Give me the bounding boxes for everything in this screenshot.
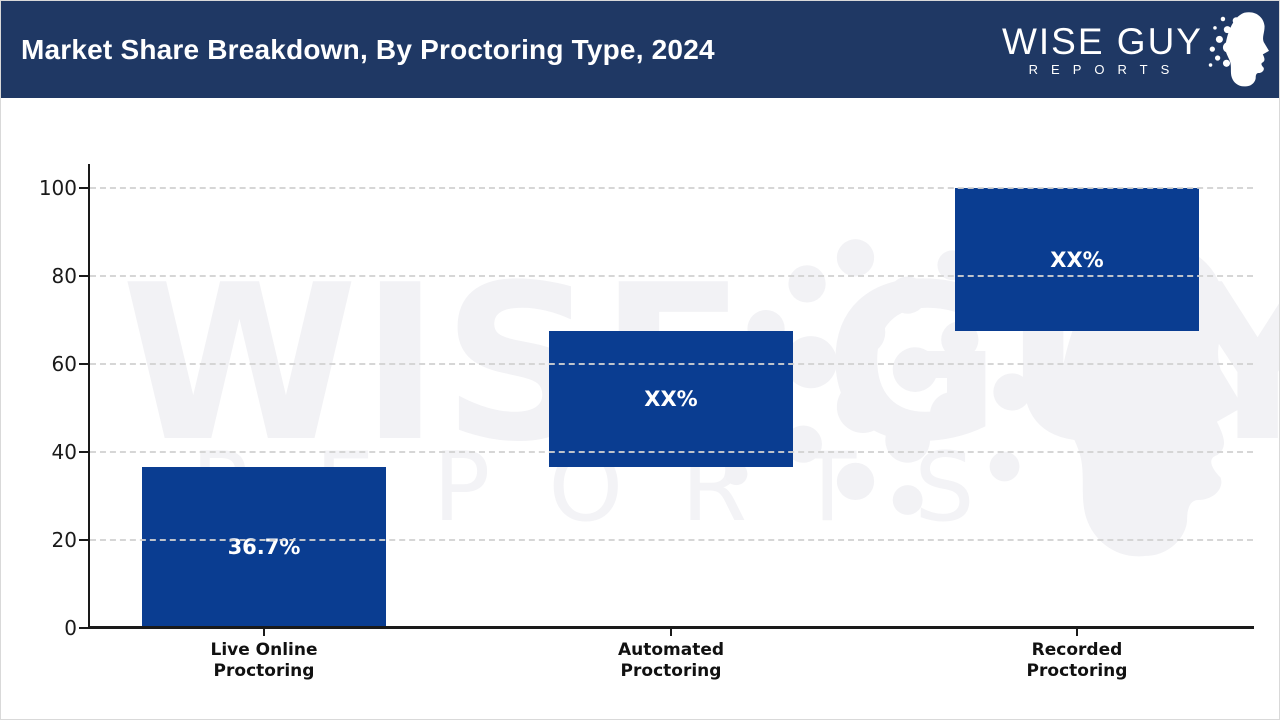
x-tick-mark <box>670 629 672 636</box>
category-label-line2: Proctoring <box>1026 661 1128 682</box>
category-label-line1: Live Online <box>210 640 318 660</box>
y-tick-mark <box>79 187 88 189</box>
y-tick-mark <box>79 275 88 277</box>
y-tick-label: 100 <box>38 176 77 200</box>
gridline <box>90 275 1253 277</box>
x-axis-line <box>88 626 1254 629</box>
category-label-line1: Recorded <box>1031 640 1123 660</box>
brand-head-icon <box>1208 12 1269 87</box>
page-title: Market Share Breakdown, By Proctoring Ty… <box>21 33 715 65</box>
gridline <box>90 187 1253 189</box>
bar-value-label: XX% <box>1050 247 1104 272</box>
y-tick-label: 80 <box>51 264 77 288</box>
y-tick-label: 40 <box>51 440 77 464</box>
y-tick-label: 20 <box>51 528 77 552</box>
brand-name: WISE GUY <box>1001 21 1203 63</box>
category-label-line1: Automated <box>617 640 725 660</box>
y-axis-line <box>88 164 90 626</box>
category-label-line2: Proctoring <box>620 661 722 682</box>
category-label: Recorded Proctoring <box>927 640 1227 683</box>
brand-logo-text: WISE GUY REPORTS <box>1001 21 1203 77</box>
category-label-line2: Proctoring <box>213 661 315 682</box>
y-tick-mark <box>79 363 88 365</box>
x-tick-mark <box>263 629 265 636</box>
y-tick-label: 0 <box>64 616 77 640</box>
header: Market Share Breakdown, By Proctoring Ty… <box>1 1 1279 98</box>
category-label: Automated Proctoring <box>521 640 821 683</box>
brand-logo: WISE GUY REPORTS <box>1002 7 1269 93</box>
bar-value-label: XX% <box>644 386 698 411</box>
brand-subname: REPORTS <box>1028 61 1183 77</box>
y-tick-mark <box>79 539 88 541</box>
category-label: Live Online Proctoring <box>114 640 414 683</box>
y-tick-label: 60 <box>51 352 77 376</box>
gridline <box>90 539 1253 541</box>
gridline <box>90 363 1253 365</box>
bar: XX% <box>549 331 793 467</box>
bar: 36.7% <box>142 466 386 628</box>
x-tick-mark <box>1076 629 1078 636</box>
y-tick-mark <box>79 627 88 629</box>
chart-area: WISE GUY REPORTS 02 <box>1 98 1279 719</box>
bar: XX% <box>955 188 1199 331</box>
y-tick-mark <box>79 451 88 453</box>
gridline <box>90 451 1253 453</box>
